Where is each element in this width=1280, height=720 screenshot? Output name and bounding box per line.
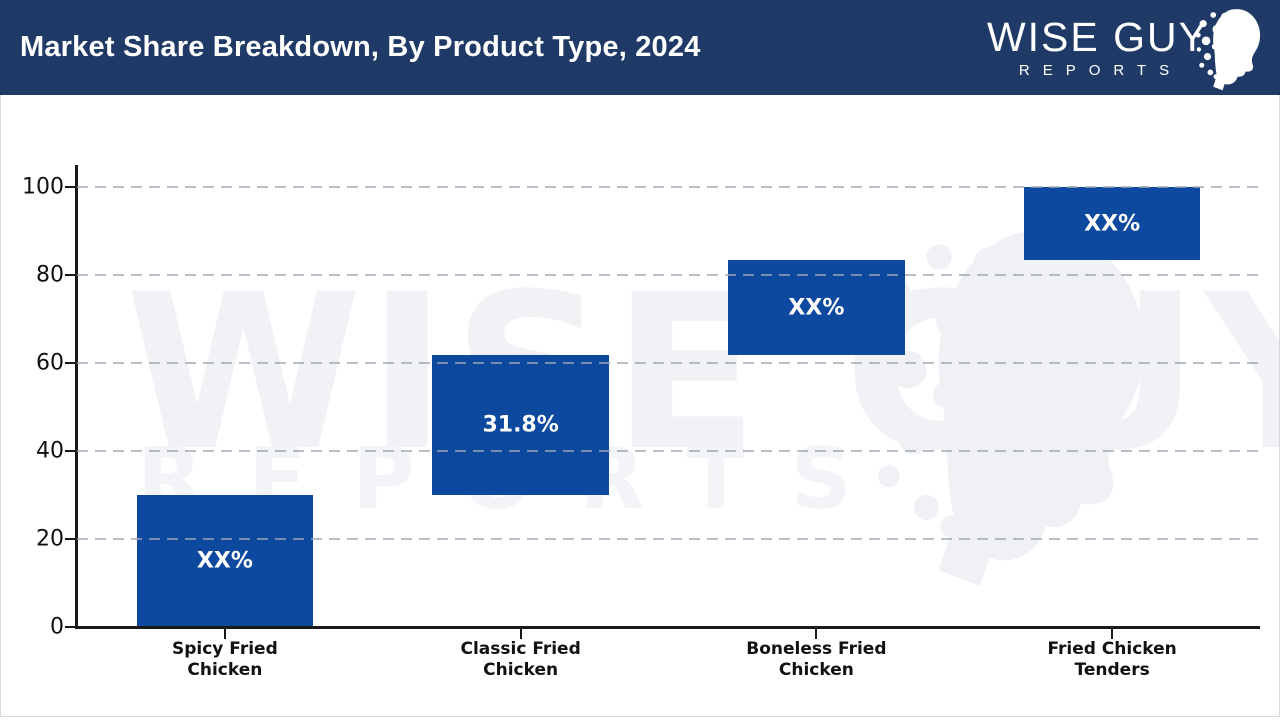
bar-value-label: 31.8%	[482, 412, 559, 438]
x-category-label: Fried Chicken Tenders	[1047, 639, 1177, 680]
y-tick-mark	[65, 186, 75, 188]
y-axis-line	[75, 165, 78, 629]
y-axis-labels: 0 20 40 60 80 100	[0, 165, 64, 640]
y-tick-mark	[65, 537, 75, 540]
brand-subname: REPORTS	[1018, 61, 1183, 79]
plot-area: XX% 31.8% XX% XX%	[65, 165, 1260, 639]
gridline	[77, 362, 1260, 364]
wiseguy-head-icon	[1195, 8, 1261, 90]
x-category-label: Spicy Fried Chicken	[171, 639, 278, 680]
brand-logo: WISE GUY REPORTS	[987, 5, 1266, 91]
x-category-label: Classic Fried Chicken	[460, 639, 581, 680]
gridline	[77, 274, 1260, 276]
brand-logo-text: WISE GUY REPORTS	[986, 13, 1208, 79]
gridline	[77, 186, 1260, 188]
y-tick-label: 20	[36, 526, 64, 552]
y-tick-mark	[65, 362, 75, 364]
y-tick-label: 40	[36, 438, 64, 464]
bar-value-label: XX%	[788, 295, 845, 321]
header-bar: Market Share Breakdown, By Product Type,…	[0, 0, 1280, 95]
y-tick-mark	[65, 450, 75, 452]
y-tick-label: 0	[50, 614, 64, 640]
y-tick-mark	[65, 626, 75, 628]
x-axis-labels: Spicy Fried Chicken Classic Fried Chicken Bo…	[77, 639, 1260, 699]
x-tick-mark	[1111, 629, 1114, 639]
x-category-label: Boneless Fried Chicken	[746, 639, 887, 680]
x-axis-line	[75, 626, 1260, 629]
y-tick-label: 60	[36, 350, 64, 376]
bar-value-label: XX%	[1084, 211, 1141, 237]
gridline	[77, 537, 1260, 540]
x-tick-mark	[519, 629, 522, 639]
gridline	[77, 450, 1260, 452]
x-tick-mark	[815, 629, 818, 639]
page-title: Market Share Breakdown, By Product Type,…	[20, 31, 701, 63]
brand-name: WISE GUY	[986, 13, 1208, 60]
y-tick-label: 100	[22, 174, 64, 200]
bar-value-label: XX%	[196, 548, 253, 574]
bar-segment	[432, 355, 609, 495]
y-tick-mark	[65, 274, 75, 276]
bar-segment	[136, 495, 313, 627]
y-tick-label: 80	[36, 262, 64, 288]
x-tick-mark	[223, 629, 226, 639]
